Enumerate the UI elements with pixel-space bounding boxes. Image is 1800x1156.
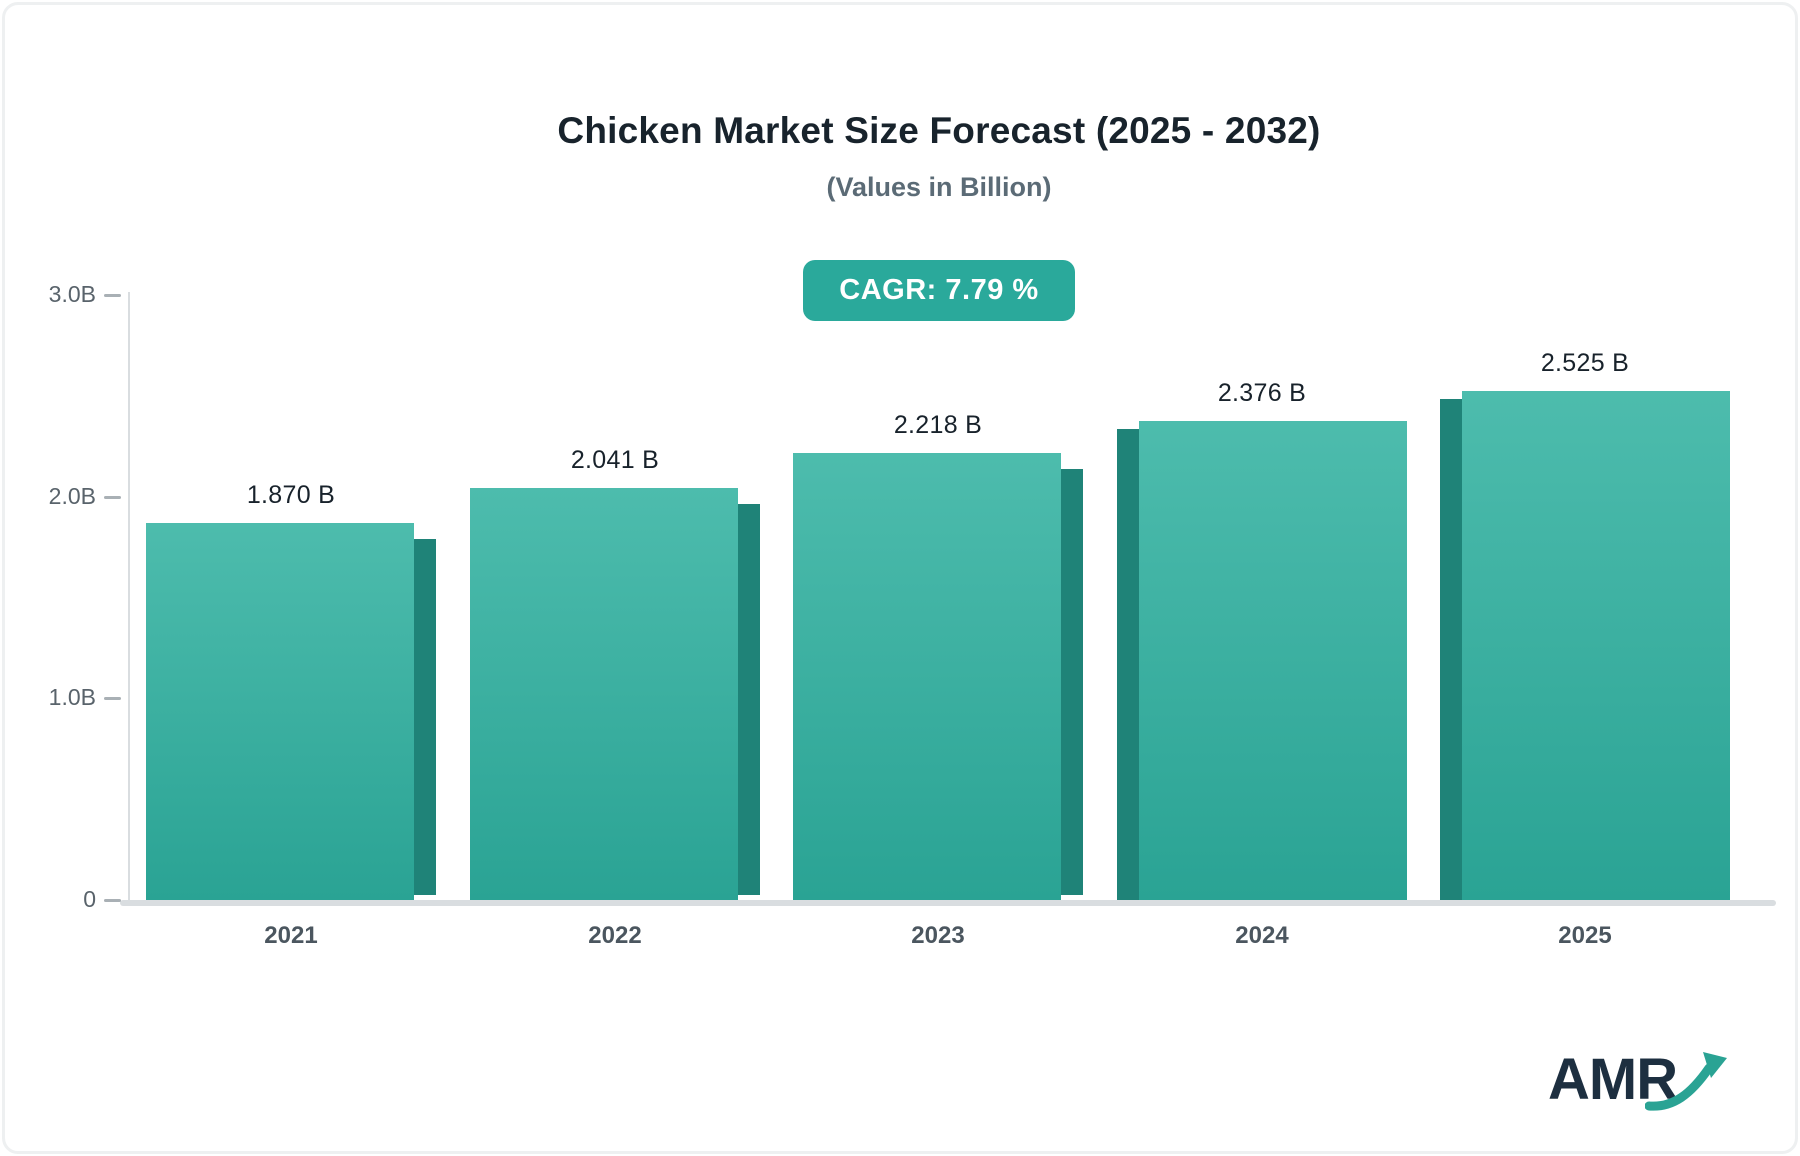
amr-logo-text: AMR <box>1548 1047 1678 1112</box>
bar-value-label: 2.525 B <box>1540 349 1630 377</box>
bar-side-shadow <box>1061 469 1083 895</box>
bar-side-shadow <box>1117 429 1139 900</box>
y-tick-mark <box>104 899 121 902</box>
x-axis-label: 2025 <box>1558 922 1612 949</box>
bar-value-label: 2.218 B <box>893 411 983 439</box>
cagr-badge-wrap: CAGR: 7.79 % <box>339 260 1539 321</box>
x-axis-label: 2021 <box>264 922 318 949</box>
y-tick-mark <box>104 697 121 701</box>
bar-face <box>1462 391 1730 900</box>
bar-value-label: 2.041 B <box>570 446 660 474</box>
chart-subtitle: (Values in Billion) <box>826 172 1052 202</box>
y-tick-label: 1.0B <box>48 684 96 711</box>
y-axis-line <box>128 292 130 904</box>
y-tick-label: 3.0B <box>48 280 96 307</box>
bar <box>793 453 1083 900</box>
bar <box>1440 391 1730 900</box>
bar-face <box>793 453 1061 900</box>
x-axis-label: 2024 <box>1235 922 1289 949</box>
y-tick-label: 0 <box>83 886 96 912</box>
y-tick-mark <box>104 293 121 297</box>
bar-side-shadow <box>1440 399 1462 900</box>
bar-face <box>470 488 738 900</box>
x-axis-label: 2022 <box>588 922 642 949</box>
bar <box>470 488 760 900</box>
bar-side-shadow <box>414 539 436 895</box>
bar-value-label: 2.376 B <box>1217 379 1307 407</box>
y-tick-mark <box>104 495 121 499</box>
cagr-badge: CAGR: 7.79 % <box>803 260 1075 321</box>
bar <box>1117 421 1407 900</box>
bar-face <box>1139 421 1407 900</box>
bar-value-label: 1.870 B <box>246 481 336 509</box>
x-axis-label: 2023 <box>911 922 965 949</box>
x-axis-line <box>120 900 1776 906</box>
bar <box>146 523 436 900</box>
growth-arrow-icon <box>1645 1052 1728 1111</box>
chart-title: Chicken Market Size Forecast (2025 - 203… <box>557 110 1321 151</box>
bar-side-shadow <box>738 504 760 895</box>
bar-face <box>146 523 414 900</box>
amr-logo: AMR <box>1548 1046 1729 1116</box>
y-tick-label: 2.0B <box>48 482 96 509</box>
